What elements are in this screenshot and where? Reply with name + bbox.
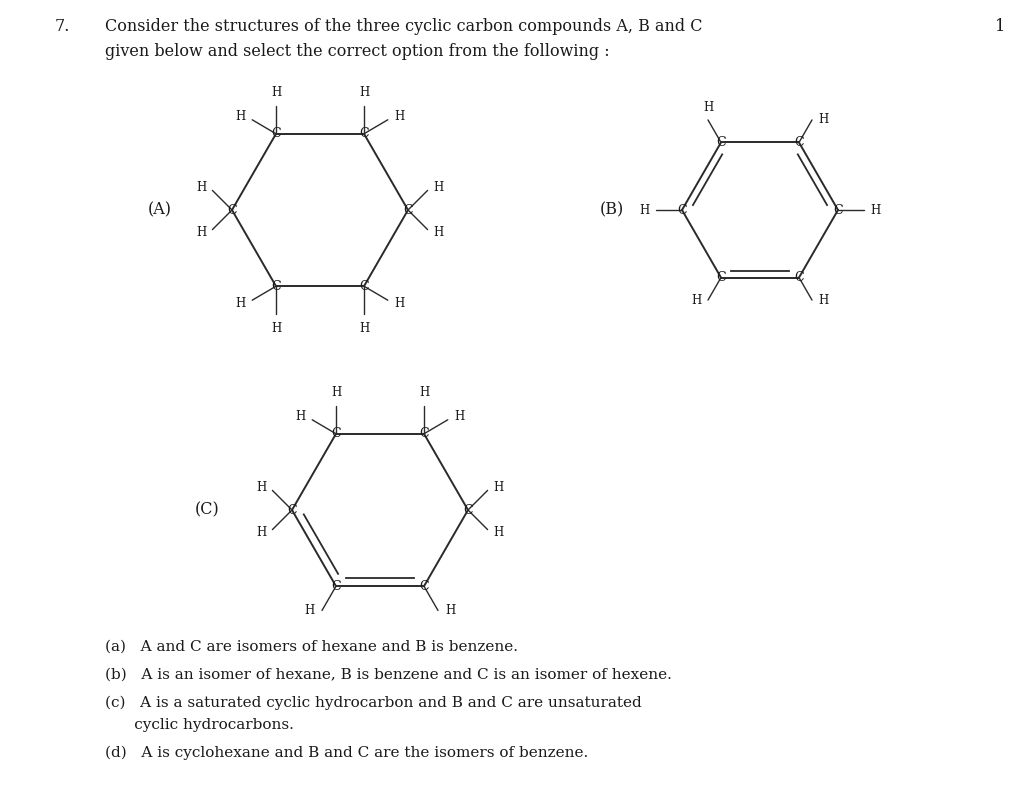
Text: 1: 1	[994, 18, 1005, 35]
Text: (B): (B)	[600, 201, 625, 219]
Text: H: H	[305, 604, 315, 617]
Text: cyclic hydrocarbons.: cyclic hydrocarbons.	[105, 718, 294, 732]
Text: (A): (A)	[148, 201, 172, 219]
Text: H: H	[433, 181, 443, 194]
Text: C: C	[419, 427, 429, 440]
Text: (c)   A is a saturated cyclic hydrocarbon and B and C are unsaturated: (c) A is a saturated cyclic hydrocarbon …	[105, 696, 642, 710]
Text: H: H	[494, 481, 504, 494]
Text: H: H	[358, 322, 369, 335]
Text: (b)   A is an isomer of hexane, B is benzene and C is an isomer of hexene.: (b) A is an isomer of hexane, B is benze…	[105, 668, 672, 682]
Text: C: C	[419, 580, 429, 592]
Text: H: H	[692, 294, 702, 307]
Text: H: H	[445, 604, 456, 617]
Text: 7.: 7.	[55, 18, 71, 35]
Text: C: C	[403, 204, 413, 216]
Text: H: H	[818, 294, 828, 307]
Text: C: C	[227, 204, 237, 216]
Text: H: H	[433, 226, 443, 239]
Text: (C): (C)	[195, 502, 220, 518]
Text: H: H	[256, 481, 266, 494]
Text: H: H	[331, 386, 341, 399]
Text: H: H	[234, 111, 245, 123]
Text: H: H	[234, 297, 245, 310]
Text: Consider the structures of the three cyclic carbon compounds A, B and C
given be: Consider the structures of the three cyc…	[105, 18, 702, 60]
Text: H: H	[395, 111, 406, 123]
Text: C: C	[716, 271, 726, 284]
Text: H: H	[494, 526, 504, 539]
Text: C: C	[677, 204, 687, 216]
Text: C: C	[795, 136, 804, 149]
Text: C: C	[331, 580, 341, 592]
Text: H: H	[419, 386, 429, 399]
Text: H: H	[197, 181, 207, 194]
Text: (d)   A is cyclohexane and B and C are the isomers of benzene.: (d) A is cyclohexane and B and C are the…	[105, 746, 588, 761]
Text: H: H	[818, 114, 828, 126]
Text: C: C	[463, 503, 473, 517]
Text: H: H	[702, 101, 713, 114]
Text: H: H	[870, 204, 881, 216]
Text: C: C	[359, 280, 369, 293]
Text: C: C	[331, 427, 341, 440]
Text: H: H	[455, 410, 465, 423]
Text: C: C	[795, 271, 804, 284]
Text: H: H	[197, 226, 207, 239]
Text: C: C	[834, 204, 843, 216]
Text: C: C	[271, 127, 281, 141]
Text: C: C	[716, 136, 726, 149]
Text: H: H	[256, 526, 266, 539]
Text: H: H	[295, 410, 305, 423]
Text: C: C	[271, 280, 281, 293]
Text: H: H	[271, 322, 282, 335]
Text: C: C	[359, 127, 369, 141]
Text: H: H	[640, 204, 650, 216]
Text: H: H	[358, 86, 369, 99]
Text: H: H	[395, 297, 406, 310]
Text: (a)   A and C are isomers of hexane and B is benzene.: (a) A and C are isomers of hexane and B …	[105, 640, 518, 654]
Text: H: H	[271, 86, 282, 99]
Text: C: C	[287, 503, 297, 517]
